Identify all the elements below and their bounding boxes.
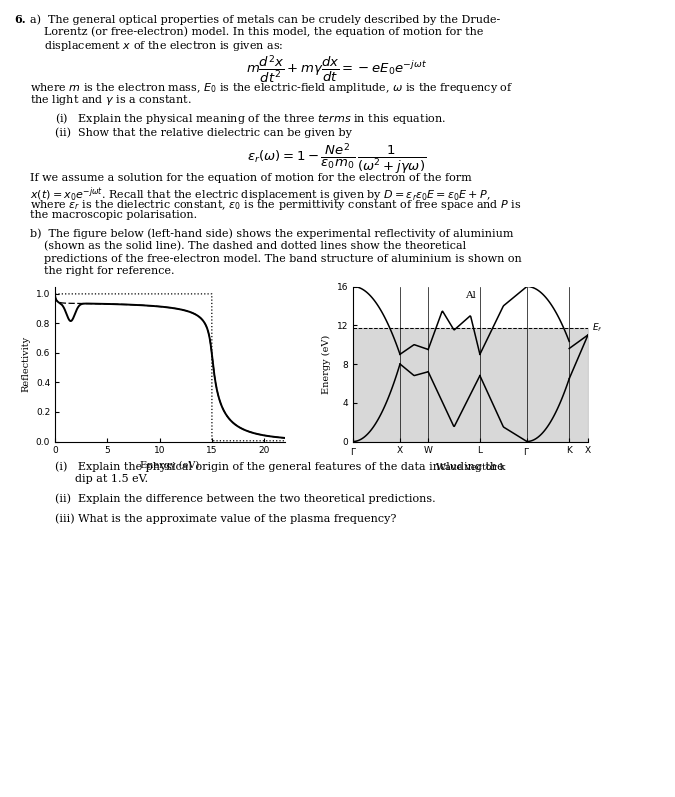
Text: (ii)  Show that the relative dielectric can be given by: (ii) Show that the relative dielectric c… xyxy=(55,127,352,138)
Text: $E_f$: $E_f$ xyxy=(592,322,603,335)
Text: $\varepsilon_r(\omega) = 1 - \dfrac{Ne^2}{\varepsilon_0 m_0}\,\dfrac{1}{(\omega^: $\varepsilon_r(\omega) = 1 - \dfrac{Ne^2… xyxy=(247,142,427,176)
Text: Al: Al xyxy=(465,292,476,300)
Text: the macroscopic polarisation.: the macroscopic polarisation. xyxy=(30,210,197,220)
Text: predictions of the free-electron model. The band structure of aluminium is shown: predictions of the free-electron model. … xyxy=(30,253,522,264)
Y-axis label: Energy (eV): Energy (eV) xyxy=(322,335,331,394)
Text: (ii)  Explain the difference between the two theoretical predictions.: (ii) Explain the difference between the … xyxy=(55,493,435,504)
Text: (iii) What is the approximate value of the plasma frequency?: (iii) What is the approximate value of t… xyxy=(55,513,396,524)
Text: b)  The figure below (left-hand side) shows the experimental reflectivity of alu: b) The figure below (left-hand side) sho… xyxy=(30,229,514,239)
Text: (i)   Explain the physical meaning of the three $\mathit{terms}$ in this equatio: (i) Explain the physical meaning of the … xyxy=(55,111,446,125)
Text: a)  The general optical properties of metals can be crudely described by the Dru: a) The general optical properties of met… xyxy=(30,14,500,25)
Text: $m\dfrac{d^2x}{dt^2} + m\gamma\dfrac{dx}{dt} = -eE_0e^{-j\omega t}$: $m\dfrac{d^2x}{dt^2} + m\gamma\dfrac{dx}… xyxy=(246,53,427,85)
Text: where $m$ is the electron mass, $E_0$ is the electric-field amplitude, $\omega$ : where $m$ is the electron mass, $E_0$ is… xyxy=(30,80,514,95)
Text: dip at 1.5 eV.: dip at 1.5 eV. xyxy=(75,474,148,484)
Text: displacement $x$ of the electron is given as:: displacement $x$ of the electron is give… xyxy=(30,39,284,53)
Text: Lorentz (or free-electron) model. In this model, the equation of motion for the: Lorentz (or free-electron) model. In thi… xyxy=(30,26,483,37)
Text: the right for reference.: the right for reference. xyxy=(30,266,175,276)
Text: (i)   Explain the physical origin of the general features of the data including : (i) Explain the physical origin of the g… xyxy=(55,461,504,472)
Text: the light and $\gamma$ is a constant.: the light and $\gamma$ is a constant. xyxy=(30,93,192,107)
X-axis label: Energy (eV): Energy (eV) xyxy=(140,461,200,470)
X-axis label: Wave vector k: Wave vector k xyxy=(436,463,506,472)
Text: If we assume a solution for the equation of motion for the electron of the form: If we assume a solution for the equation… xyxy=(30,172,472,183)
Text: where $\varepsilon_r$ is the dielectric constant, $\varepsilon_0$ is the permitt: where $\varepsilon_r$ is the dielectric … xyxy=(30,198,522,211)
Y-axis label: Reflectivity: Reflectivity xyxy=(21,336,30,392)
Text: 6.: 6. xyxy=(14,14,26,25)
Text: $x(t) = x_0e^{-j\omega t}$. Recall that the electric displacement is given by $D: $x(t) = x_0e^{-j\omega t}$. Recall that … xyxy=(30,185,491,203)
Text: (shown as the solid line). The dashed and dotted lines show the theoretical: (shown as the solid line). The dashed an… xyxy=(30,241,466,251)
